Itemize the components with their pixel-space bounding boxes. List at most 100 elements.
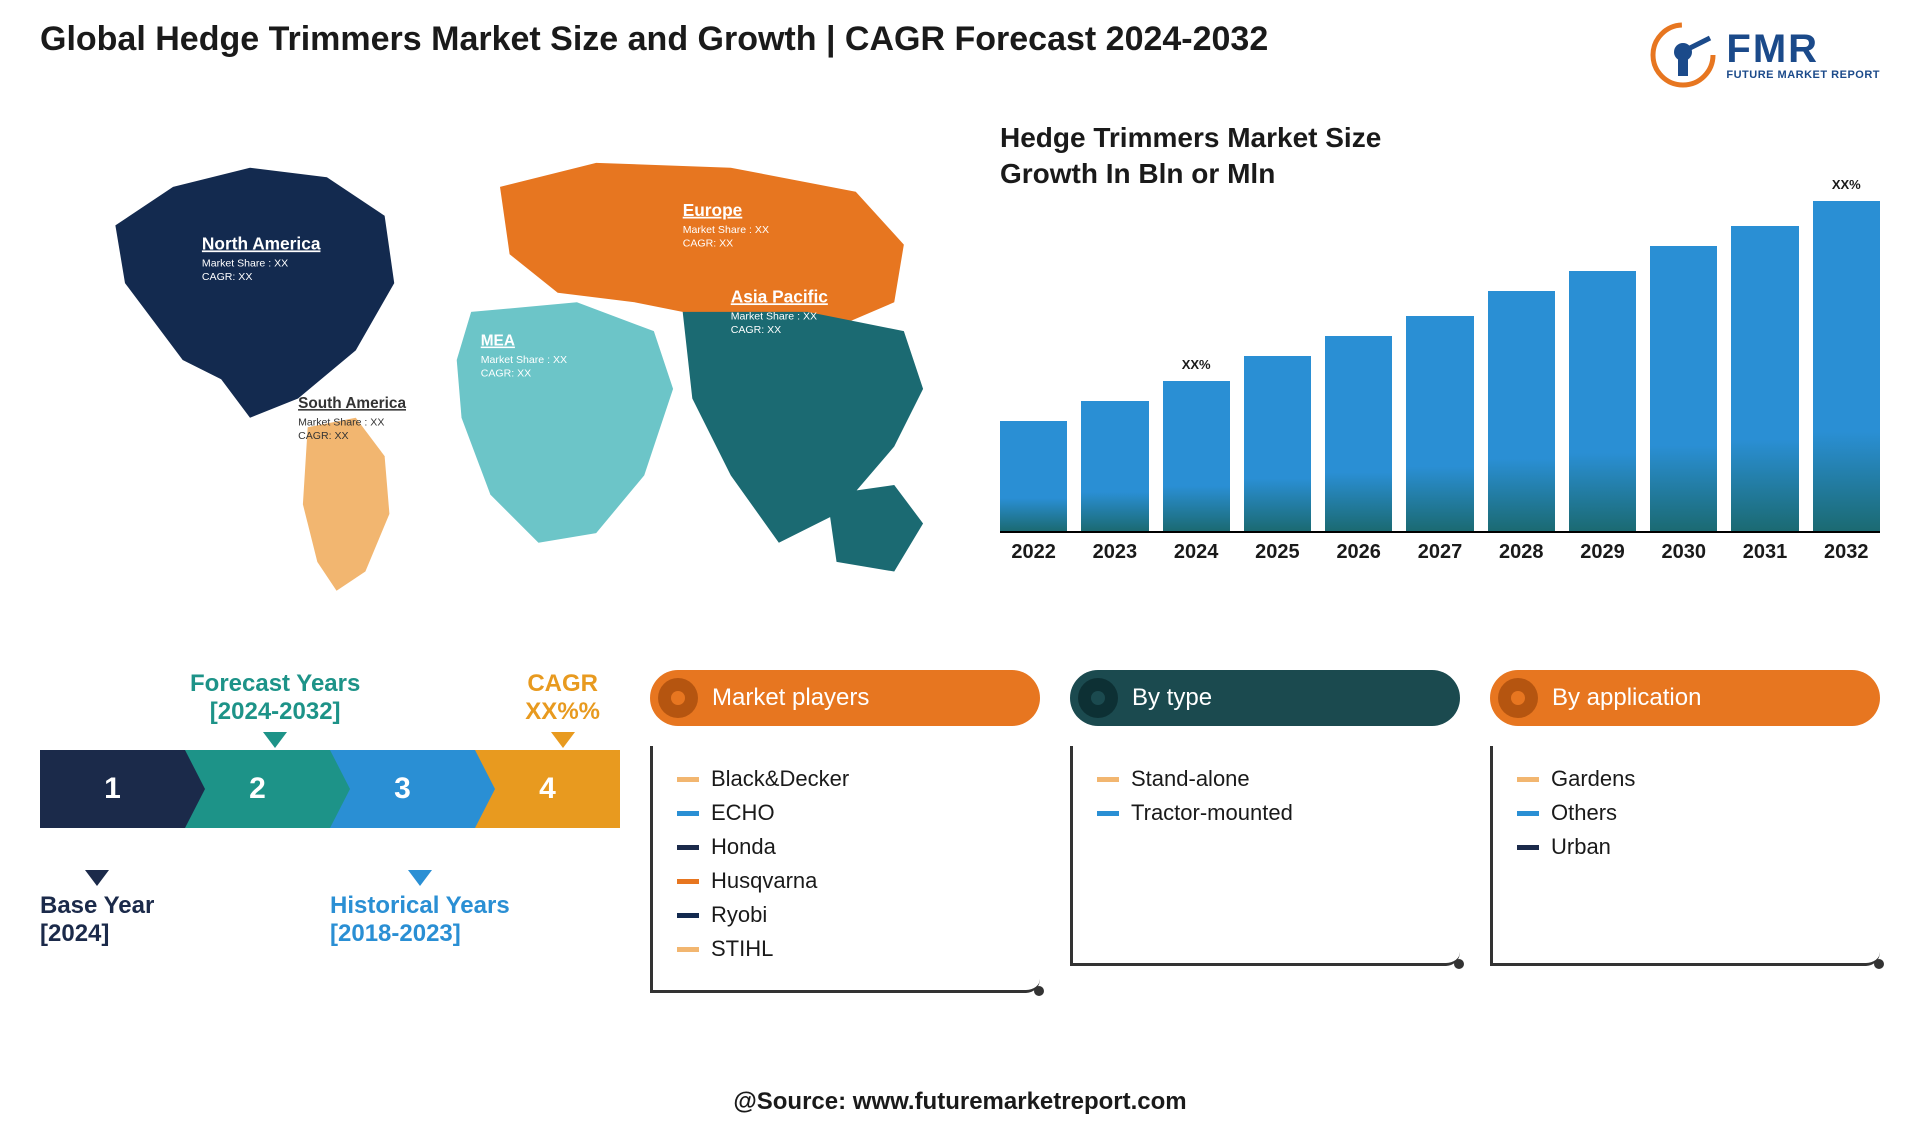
pill-body: Gardens Others Urban — [1490, 746, 1880, 966]
bar — [1325, 336, 1392, 531]
svg-text:Market Share : XX: Market Share : XX — [202, 258, 288, 270]
base-year-label: Base Year [2024] — [40, 870, 154, 948]
list-item: Urban — [1517, 834, 1860, 860]
svg-text:CAGR: XX: CAGR: XX — [202, 271, 252, 283]
pill-title: Market players — [712, 684, 869, 712]
x-label: 2031 — [1731, 541, 1798, 564]
list-item: Others — [1517, 800, 1860, 826]
bar-chart: Hedge Trimmers Market Size Growth In Bln… — [1000, 110, 1880, 610]
svg-text:MEA: MEA — [481, 333, 515, 350]
item-label: Black&Decker — [711, 766, 849, 792]
dash-icon — [677, 845, 699, 850]
bar-column — [1731, 226, 1798, 531]
bar-column — [1244, 356, 1311, 531]
dash-icon — [1517, 777, 1539, 782]
pill-market-players: Market players Black&Decker ECHO Honda Husqv… — [650, 670, 1040, 993]
bar: XX% — [1813, 201, 1880, 531]
bar — [1731, 226, 1798, 531]
bar-column — [1081, 401, 1148, 531]
svg-text:Market Share : XX: Market Share : XX — [731, 311, 817, 323]
timeline-bar: 1234 — [40, 750, 620, 828]
bar — [1569, 271, 1636, 531]
dash-icon — [1517, 811, 1539, 816]
region-north-america — [115, 168, 394, 418]
logo-sub: FUTURE MARKET REPORT — [1726, 69, 1880, 81]
region-asia-pacific — [683, 312, 923, 572]
bar — [1488, 291, 1555, 531]
svg-text:CAGR: XX: CAGR: XX — [481, 367, 531, 379]
source-attribution: @Source: www.futuremarketreport.com — [733, 1088, 1186, 1116]
base-text: Base Year — [40, 892, 154, 920]
x-label: 2030 — [1650, 541, 1717, 564]
fmr-logo-icon — [1648, 20, 1718, 90]
forecast-text: Forecast Years — [190, 670, 360, 698]
logo: FMR FUTURE MARKET REPORT — [1648, 20, 1880, 90]
hist-text: Historical Years — [330, 892, 510, 920]
header: Global Hedge Trimmers Market Size and Gr… — [40, 20, 1880, 90]
chart-title: Hedge Trimmers Market Size Growth In Bln… — [1000, 120, 1400, 193]
bar-annotation: XX% — [1182, 357, 1211, 372]
x-axis-labels: 2022202320242025202620272028202920302031… — [1000, 541, 1880, 564]
item-label: Ryobi — [711, 902, 767, 928]
item-label: Gardens — [1551, 766, 1635, 792]
x-label: 2029 — [1569, 541, 1636, 564]
svg-text:North America: North America — [202, 233, 321, 253]
triangle-down-icon — [408, 870, 432, 886]
timeline-segment-1: 1 — [40, 750, 185, 828]
item-label: Others — [1551, 800, 1617, 826]
dash-icon — [677, 947, 699, 952]
bar-column: XX% — [1163, 381, 1230, 531]
forecast-range: [2024-2032] — [190, 698, 360, 726]
cagr-label: CAGR XX%% — [525, 670, 600, 748]
svg-text:Market Share : XX: Market Share : XX — [298, 416, 384, 428]
x-label: 2022 — [1000, 541, 1067, 564]
upper-section: North AmericaMarket Share : XXCAGR: XXSo… — [40, 110, 1880, 610]
item-label: ECHO — [711, 800, 775, 826]
pill-body: Black&Decker ECHO Honda Husqvarna Ryobi STIHL — [650, 746, 1040, 993]
cagr-text: CAGR — [525, 670, 600, 698]
item-label: STIHL — [711, 936, 773, 962]
base-range: [2024] — [40, 920, 154, 948]
dash-icon — [1517, 845, 1539, 850]
svg-text:CAGR: XX: CAGR: XX — [298, 430, 348, 442]
cagr-value: XX%% — [525, 698, 600, 726]
svg-text:CAGR: XX: CAGR: XX — [683, 238, 733, 250]
pill-title: By application — [1552, 684, 1701, 712]
dash-icon — [677, 777, 699, 782]
list-item: Husqvarna — [677, 868, 1020, 894]
list-item: Ryobi — [677, 902, 1020, 928]
svg-text:Market Share : XX: Market Share : XX — [683, 224, 769, 236]
x-label: 2024 — [1163, 541, 1230, 564]
bar-annotation: XX% — [1832, 177, 1861, 192]
hist-range: [2018-2023] — [330, 920, 510, 948]
pill-by-type: By type Stand-alone Tractor-mounted — [1070, 670, 1460, 993]
item-label: Husqvarna — [711, 868, 817, 894]
bar-column — [1406, 316, 1473, 531]
list-item: Stand-alone — [1097, 766, 1440, 792]
lower-section: Forecast Years [2024-2032] CAGR XX%% 123… — [40, 670, 1880, 993]
svg-text:Europe: Europe — [683, 200, 743, 220]
item-label: Tractor-mounted — [1131, 800, 1293, 826]
list-item: Gardens — [1517, 766, 1860, 792]
bar-column — [1569, 271, 1636, 531]
pill-header: By type — [1070, 670, 1460, 726]
dash-icon — [677, 913, 699, 918]
triangle-up-icon — [263, 732, 287, 748]
svg-text:Market Share : XX: Market Share : XX — [481, 354, 567, 366]
x-label: 2025 — [1244, 541, 1311, 564]
svg-text:South America: South America — [298, 395, 406, 412]
bar — [1406, 316, 1473, 531]
list-item: ECHO — [677, 800, 1020, 826]
bar-column — [1325, 336, 1392, 531]
triangle-up-icon — [551, 732, 575, 748]
timeline: Forecast Years [2024-2032] CAGR XX%% 123… — [40, 670, 620, 828]
dash-icon — [677, 811, 699, 816]
svg-text:CAGR: XX: CAGR: XX — [731, 324, 781, 336]
pill-header: Market players — [650, 670, 1040, 726]
item-label: Honda — [711, 834, 776, 860]
pill-by-application: By application Gardens Others Urban — [1490, 670, 1880, 993]
dash-icon — [677, 879, 699, 884]
item-label: Urban — [1551, 834, 1611, 860]
pill-body: Stand-alone Tractor-mounted — [1070, 746, 1460, 966]
list-item: Tractor-mounted — [1097, 800, 1440, 826]
